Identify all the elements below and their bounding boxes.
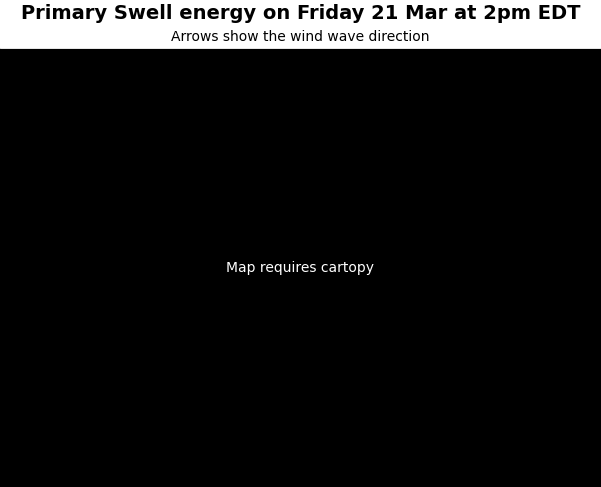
Text: Primary Swell energy on Friday 21 Mar at 2pm EDT: Primary Swell energy on Friday 21 Mar at… [21,4,580,23]
Text: Map requires cartopy: Map requires cartopy [227,261,374,275]
Text: Arrows show the wind wave direction: Arrows show the wind wave direction [171,30,430,43]
